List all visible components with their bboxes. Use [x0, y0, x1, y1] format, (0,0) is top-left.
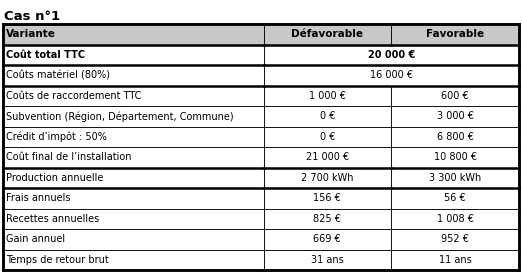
Text: 11 ans: 11 ans	[438, 255, 471, 265]
Text: Coûts de raccordement TTC: Coûts de raccordement TTC	[6, 91, 141, 101]
Text: Coût final de l’installation: Coût final de l’installation	[6, 152, 132, 162]
Text: Temps de retour brut: Temps de retour brut	[6, 255, 109, 265]
Text: 10 800 €: 10 800 €	[433, 152, 477, 162]
Text: 2 700 kWh: 2 700 kWh	[301, 173, 353, 183]
Text: 1 000 €: 1 000 €	[309, 91, 346, 101]
Bar	[3, 24, 264, 44]
Text: Frais annuels: Frais annuels	[6, 193, 70, 203]
Text: Crédit d’impôt : 50%: Crédit d’impôt : 50%	[6, 132, 107, 142]
Bar	[391, 24, 519, 44]
Text: Production annuelle: Production annuelle	[6, 173, 103, 183]
Text: Cas n°1: Cas n°1	[4, 10, 60, 23]
Text: 56 €: 56 €	[444, 193, 466, 203]
Text: Coût total TTC: Coût total TTC	[6, 50, 85, 60]
Text: Recettes annuelles: Recettes annuelles	[6, 214, 99, 224]
Text: 0 €: 0 €	[319, 132, 335, 142]
Text: 20 000 €: 20 000 €	[367, 50, 415, 60]
Text: 825 €: 825 €	[313, 214, 341, 224]
Text: Variante: Variante	[6, 29, 56, 39]
Text: 1 008 €: 1 008 €	[436, 214, 473, 224]
Text: 31 ans: 31 ans	[311, 255, 343, 265]
Text: 3 300 kWh: 3 300 kWh	[429, 173, 481, 183]
Text: 6 800 €: 6 800 €	[436, 132, 473, 142]
Text: 669 €: 669 €	[314, 234, 341, 244]
Text: 3 000 €: 3 000 €	[436, 111, 473, 121]
Text: Défavorable: Défavorable	[291, 29, 363, 39]
Text: 156 €: 156 €	[313, 193, 341, 203]
Text: 600 €: 600 €	[441, 91, 469, 101]
Text: Subvention (Région, Département, Commune): Subvention (Région, Département, Commune…	[6, 111, 234, 121]
Text: Gain annuel: Gain annuel	[6, 234, 65, 244]
Text: 0 €: 0 €	[319, 111, 335, 121]
Text: Favorable: Favorable	[426, 29, 484, 39]
Text: Coûts matériel (80%): Coûts matériel (80%)	[6, 70, 110, 80]
Bar	[264, 24, 391, 44]
Text: 952 €: 952 €	[441, 234, 469, 244]
Text: 16 000 €: 16 000 €	[370, 70, 413, 80]
Text: 21 000 €: 21 000 €	[306, 152, 349, 162]
